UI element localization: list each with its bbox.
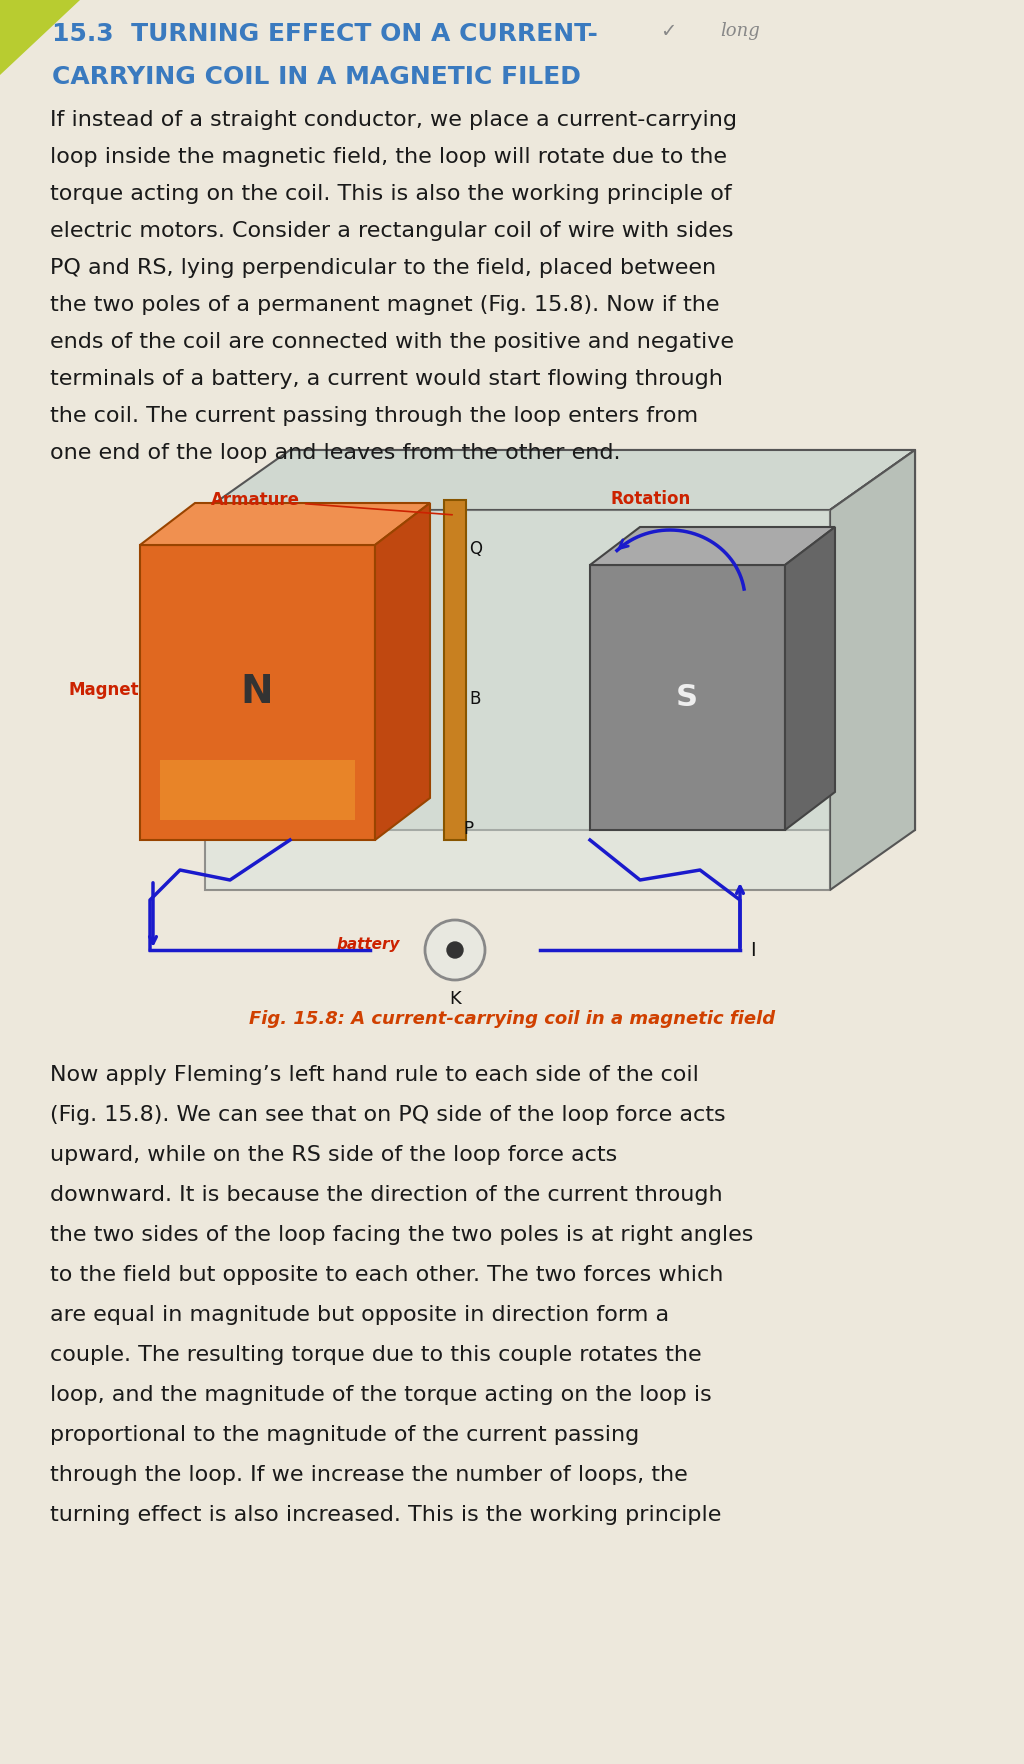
Text: one end of the loop and leaves from the other end.: one end of the loop and leaves from the … (50, 443, 621, 462)
Polygon shape (140, 503, 430, 545)
Text: (Fig. 15.8). We can see that on PQ side of the loop force acts: (Fig. 15.8). We can see that on PQ side … (50, 1104, 726, 1125)
Text: ends of the coil are connected with the positive and negative: ends of the coil are connected with the … (50, 332, 734, 353)
Polygon shape (375, 503, 430, 840)
Text: the two sides of the loop facing the two poles is at right angles: the two sides of the loop facing the two… (50, 1224, 754, 1245)
Polygon shape (290, 450, 915, 831)
Text: through the loop. If we increase the number of loops, the: through the loop. If we increase the num… (50, 1464, 688, 1485)
Polygon shape (160, 760, 355, 820)
Text: Armature: Armature (211, 490, 453, 515)
Text: loop, and the magnitude of the torque acting on the loop is: loop, and the magnitude of the torque ac… (50, 1385, 712, 1404)
Text: couple. The resulting torque due to this couple rotates the: couple. The resulting torque due to this… (50, 1344, 701, 1365)
Text: S: S (676, 683, 698, 711)
Text: Q: Q (469, 540, 482, 557)
Text: the coil. The current passing through the loop enters from: the coil. The current passing through th… (50, 406, 698, 425)
Polygon shape (205, 450, 915, 510)
Text: electric motors. Consider a rectangular coil of wire with sides: electric motors. Consider a rectangular … (50, 220, 733, 242)
Text: long: long (720, 21, 760, 41)
Polygon shape (590, 564, 785, 831)
Polygon shape (140, 545, 375, 840)
Text: P: P (463, 820, 473, 838)
Polygon shape (830, 450, 915, 831)
Text: terminals of a battery, a current would start flowing through: terminals of a battery, a current would … (50, 369, 723, 390)
Polygon shape (830, 450, 915, 891)
Text: Fig. 15.8: A current-carrying coil in a magnetic field: Fig. 15.8: A current-carrying coil in a … (249, 1011, 775, 1028)
Text: CARRYING COIL IN A MAGNETIC FILED: CARRYING COIL IN A MAGNETIC FILED (52, 65, 581, 88)
Text: B: B (469, 690, 480, 707)
Text: ✓: ✓ (660, 21, 677, 41)
Text: If instead of a straight conductor, we place a current-carrying: If instead of a straight conductor, we p… (50, 109, 737, 131)
Text: 15.3  TURNING EFFECT ON A CURRENT-: 15.3 TURNING EFFECT ON A CURRENT- (52, 21, 598, 46)
Polygon shape (205, 510, 830, 891)
Text: Magnet: Magnet (68, 681, 138, 699)
Text: Now apply Fleming’s left hand rule to each side of the coil: Now apply Fleming’s left hand rule to ea… (50, 1065, 698, 1085)
Text: are equal in magnitude but opposite in direction form a: are equal in magnitude but opposite in d… (50, 1305, 669, 1325)
Polygon shape (0, 0, 80, 76)
Text: Rotation: Rotation (610, 490, 690, 508)
Text: battery: battery (337, 937, 400, 953)
Circle shape (447, 942, 463, 958)
Text: torque acting on the coil. This is also the working principle of: torque acting on the coil. This is also … (50, 183, 732, 205)
Text: the two poles of a permanent magnet (Fig. 15.8). Now if the: the two poles of a permanent magnet (Fig… (50, 295, 720, 316)
Text: N: N (241, 674, 273, 711)
Polygon shape (785, 527, 835, 831)
Text: upward, while on the RS side of the loop force acts: upward, while on the RS side of the loop… (50, 1145, 617, 1164)
Circle shape (425, 921, 485, 981)
Text: to the field but opposite to each other. The two forces which: to the field but opposite to each other.… (50, 1265, 723, 1284)
Text: turning effect is also increased. This is the working principle: turning effect is also increased. This i… (50, 1505, 721, 1526)
Text: proportional to the magnitude of the current passing: proportional to the magnitude of the cur… (50, 1425, 639, 1445)
Text: downward. It is because the direction of the current through: downward. It is because the direction of… (50, 1185, 723, 1205)
Text: PQ and RS, lying perpendicular to the field, placed between: PQ and RS, lying perpendicular to the fi… (50, 258, 716, 279)
Text: K: K (450, 990, 461, 1007)
Text: loop inside the magnetic field, the loop will rotate due to the: loop inside the magnetic field, the loop… (50, 146, 727, 168)
Bar (444, 499, 466, 840)
Text: I: I (750, 940, 756, 960)
Polygon shape (590, 527, 835, 564)
